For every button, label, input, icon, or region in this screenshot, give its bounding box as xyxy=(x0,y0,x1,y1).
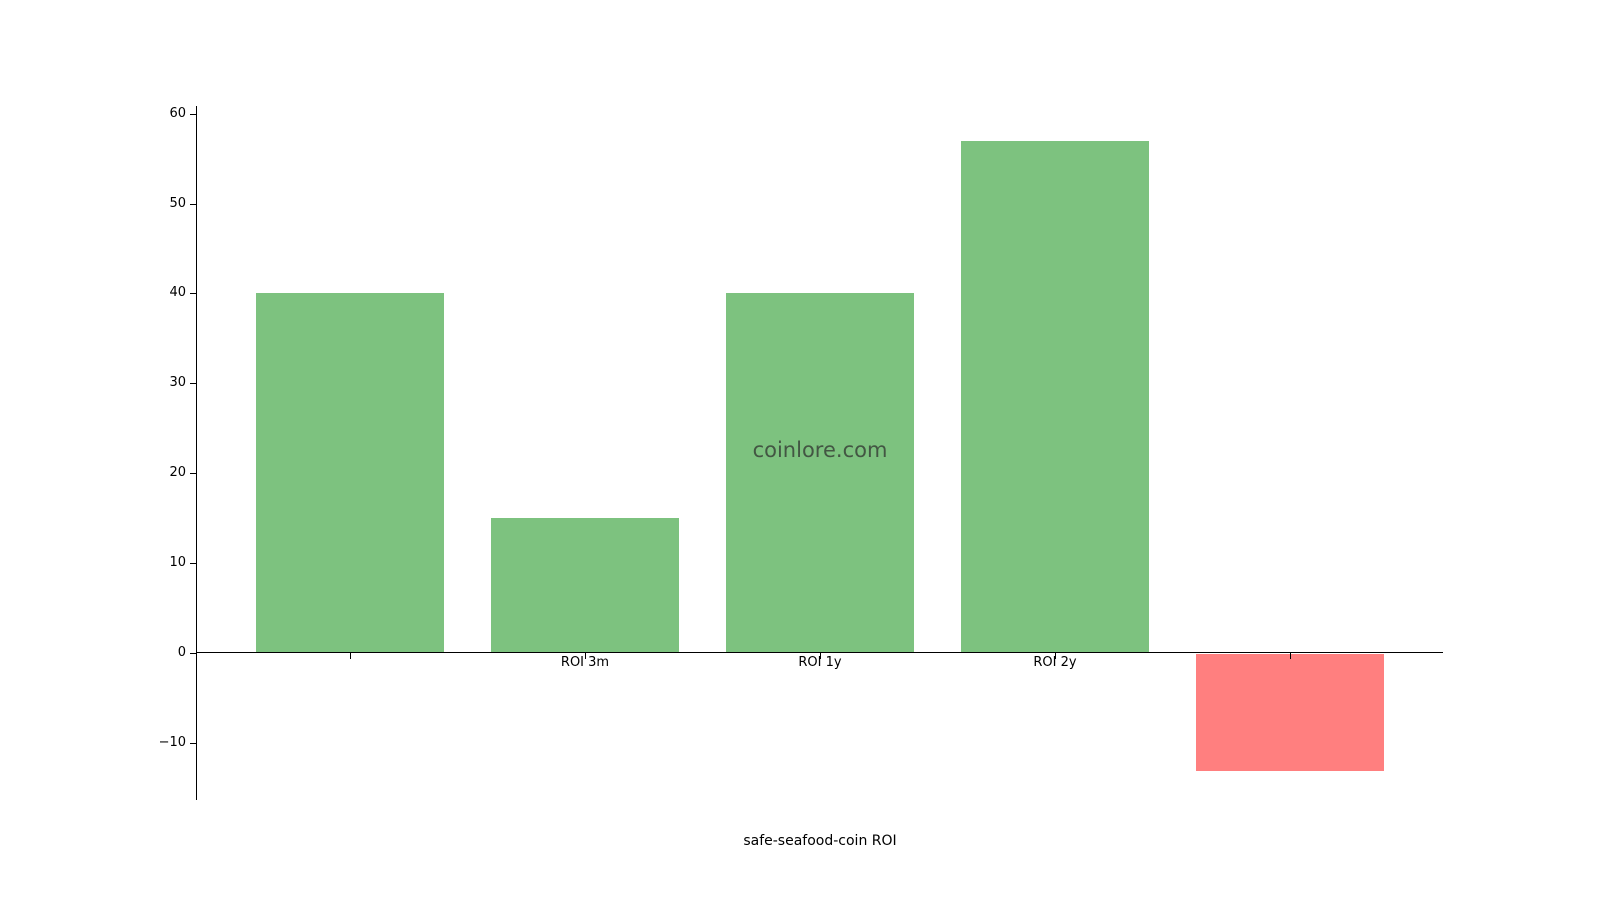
y-tick-label: 60 xyxy=(169,105,186,121)
y-tick-mark xyxy=(190,473,196,475)
x-tick-mark xyxy=(585,653,586,659)
y-tick-label: 0 xyxy=(177,645,186,660)
y-tick-mark xyxy=(190,383,196,385)
x-tick-label: ROI 2y xyxy=(1033,655,1077,670)
y-tick-label: 10 xyxy=(169,555,186,571)
bar-roi-3m xyxy=(491,518,679,653)
bar-unlabeled-0 xyxy=(256,293,444,653)
bar-roi-1y xyxy=(726,293,914,653)
watermark-text: coinlore.com xyxy=(752,438,888,462)
y-tick-label: 30 xyxy=(169,375,186,391)
y-tick-label: 40 xyxy=(169,285,186,301)
y-tick-mark xyxy=(190,563,196,565)
x-axis-title: safe-seafood-coin ROI xyxy=(743,833,897,849)
y-axis-line xyxy=(196,106,197,800)
x-axis-line xyxy=(196,652,1443,653)
x-tick-mark xyxy=(820,653,821,659)
y-tick-mark xyxy=(190,653,196,654)
x-tick-mark xyxy=(1055,653,1056,659)
y-tick-mark xyxy=(190,293,196,295)
y-tick-mark xyxy=(190,203,196,205)
bar-roi-2y xyxy=(961,140,1149,653)
y-tick-label: −10 xyxy=(158,734,186,750)
x-tick-label: ROI 3m xyxy=(560,655,610,670)
y-tick-label: 20 xyxy=(169,465,186,481)
y-tick-label: 50 xyxy=(169,195,186,211)
y-tick-mark xyxy=(190,742,196,744)
x-tick-label: ROI 1y xyxy=(798,655,842,670)
y-tick-mark xyxy=(190,113,196,115)
x-tick-mark xyxy=(1290,653,1291,659)
x-tick-mark xyxy=(350,653,351,659)
bar-unlabeled-4 xyxy=(1196,654,1384,771)
